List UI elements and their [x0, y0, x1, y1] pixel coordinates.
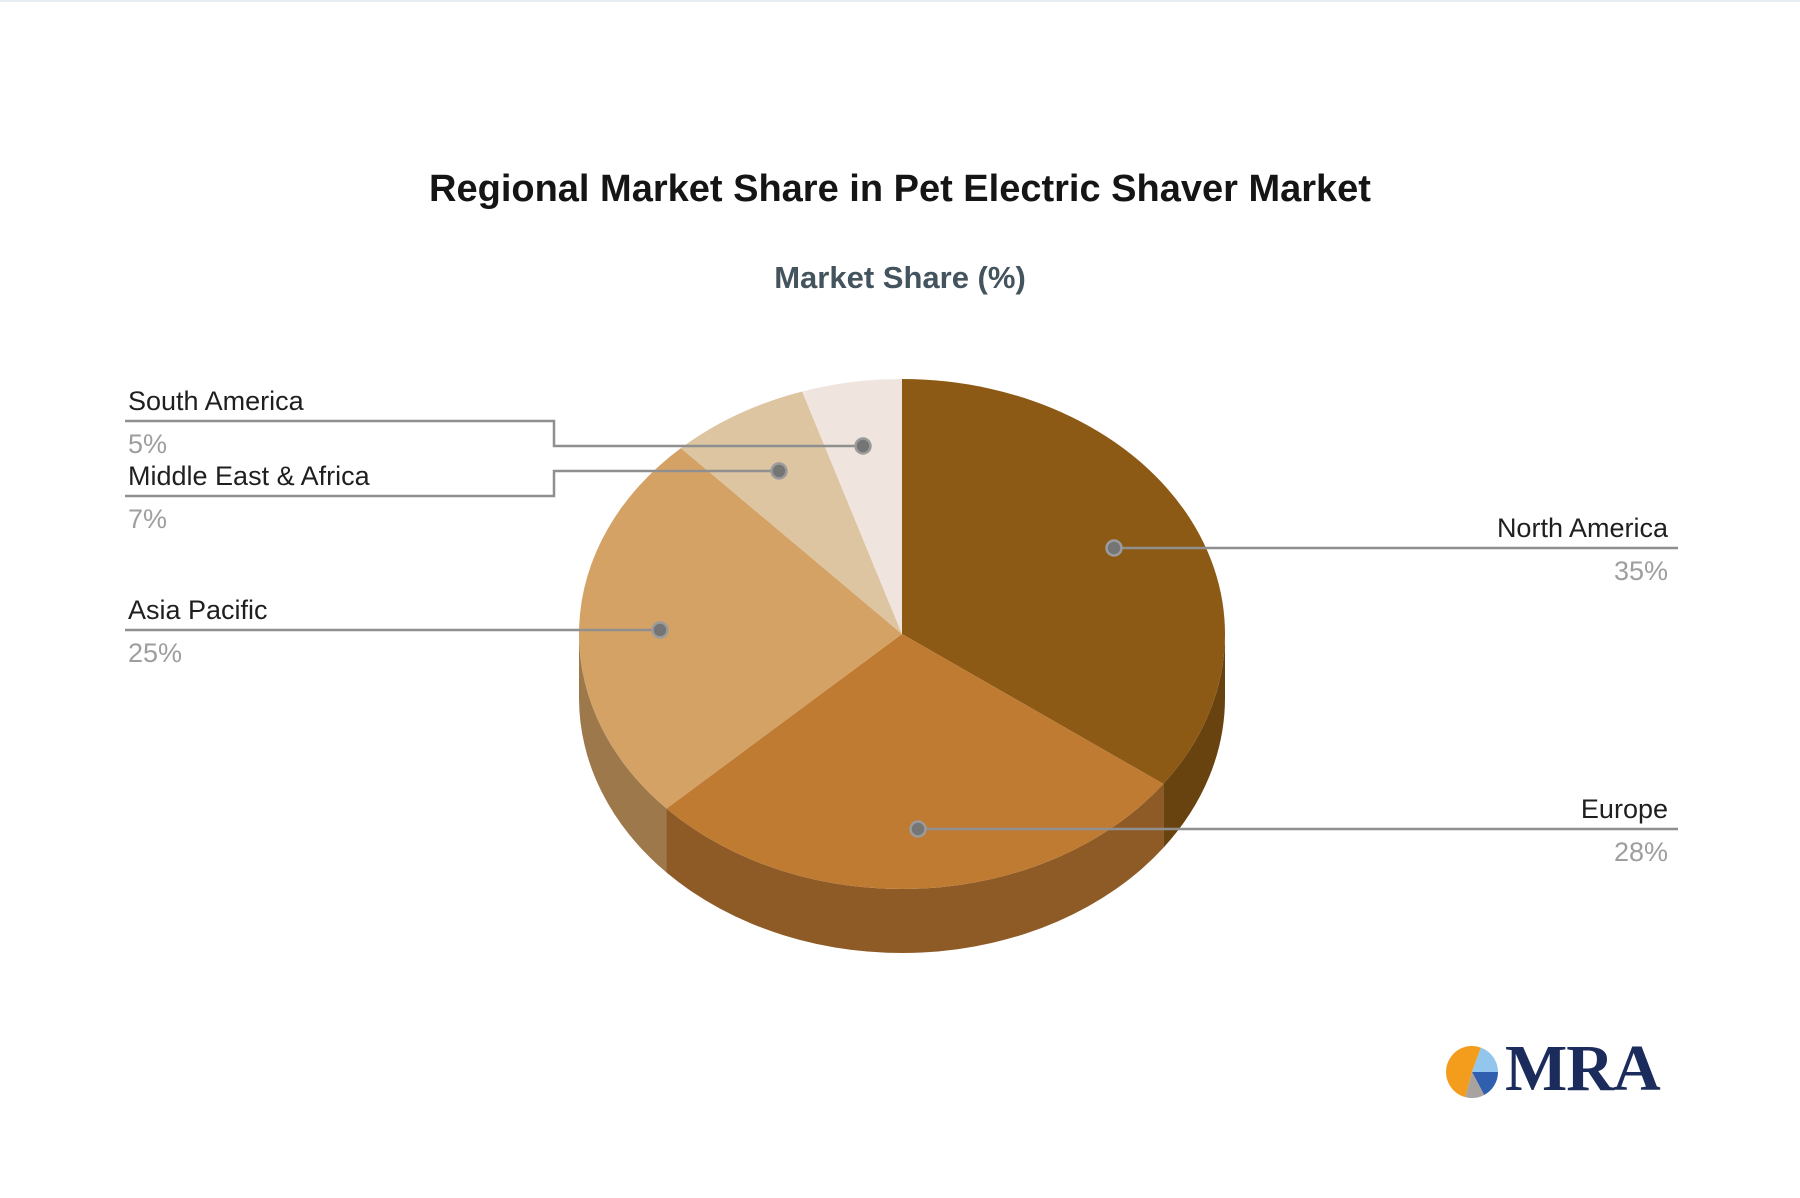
leader-dot-middle-east-africa [770, 462, 788, 480]
logo-pie-slice-2 [1472, 1072, 1498, 1095]
slice-name-label-asia-pacific: Asia Pacific [128, 595, 268, 625]
pie-slice-middle-east-africa[interactable] [680, 391, 902, 634]
pie-slice-north-america[interactable] [902, 379, 1226, 784]
chart-title: Regional Market Share in Pet Electric Sh… [429, 168, 1371, 210]
slice-name-label-middle-east-africa: Middle East & Africa [128, 461, 371, 491]
slice-percent-label-europe: 28% [1614, 837, 1668, 867]
slice-percent-label-middle-east-africa: 7% [128, 504, 167, 534]
slice-percent-label-south-america: 5% [128, 429, 167, 459]
leader-dot-asia-pacific [651, 621, 669, 639]
slice-percent-label-north-america: 35% [1614, 556, 1668, 586]
pie-slice-side-north-america [1163, 634, 1225, 848]
slice-percent-label-asia-pacific: 25% [128, 638, 182, 668]
pie-slice-side-asia-pacific [579, 634, 667, 873]
leader-line-south-america [125, 419, 863, 448]
logo-pie-slice-0 [1446, 1046, 1481, 1098]
logo-pie-slice-3 [1465, 1072, 1485, 1098]
leader-line-middle-east-africa [125, 469, 779, 498]
chart-subtitle: Market Share (%) [774, 260, 1026, 295]
leader-dot-north-america [1105, 539, 1123, 557]
pie-slice-europe[interactable] [666, 634, 1164, 890]
leader-dot-south-america [854, 437, 872, 455]
logo-text: MRA [1505, 1032, 1661, 1105]
leader-dot-europe [909, 820, 927, 838]
pie-chart-logo-icon [1446, 1046, 1498, 1098]
logo-pie-slice-1 [1472, 1047, 1498, 1072]
brand-logo: MRA [1444, 1032, 1661, 1108]
pie-slice-side-europe [666, 783, 1164, 953]
slice-name-label-south-america: South America [128, 386, 305, 416]
slice-name-label-europe: Europe [1581, 794, 1668, 824]
pie-slice-south-america[interactable] [802, 379, 902, 634]
pie-slice-asia-pacific[interactable] [578, 448, 902, 809]
slice-name-label-north-america: North America [1497, 513, 1669, 543]
